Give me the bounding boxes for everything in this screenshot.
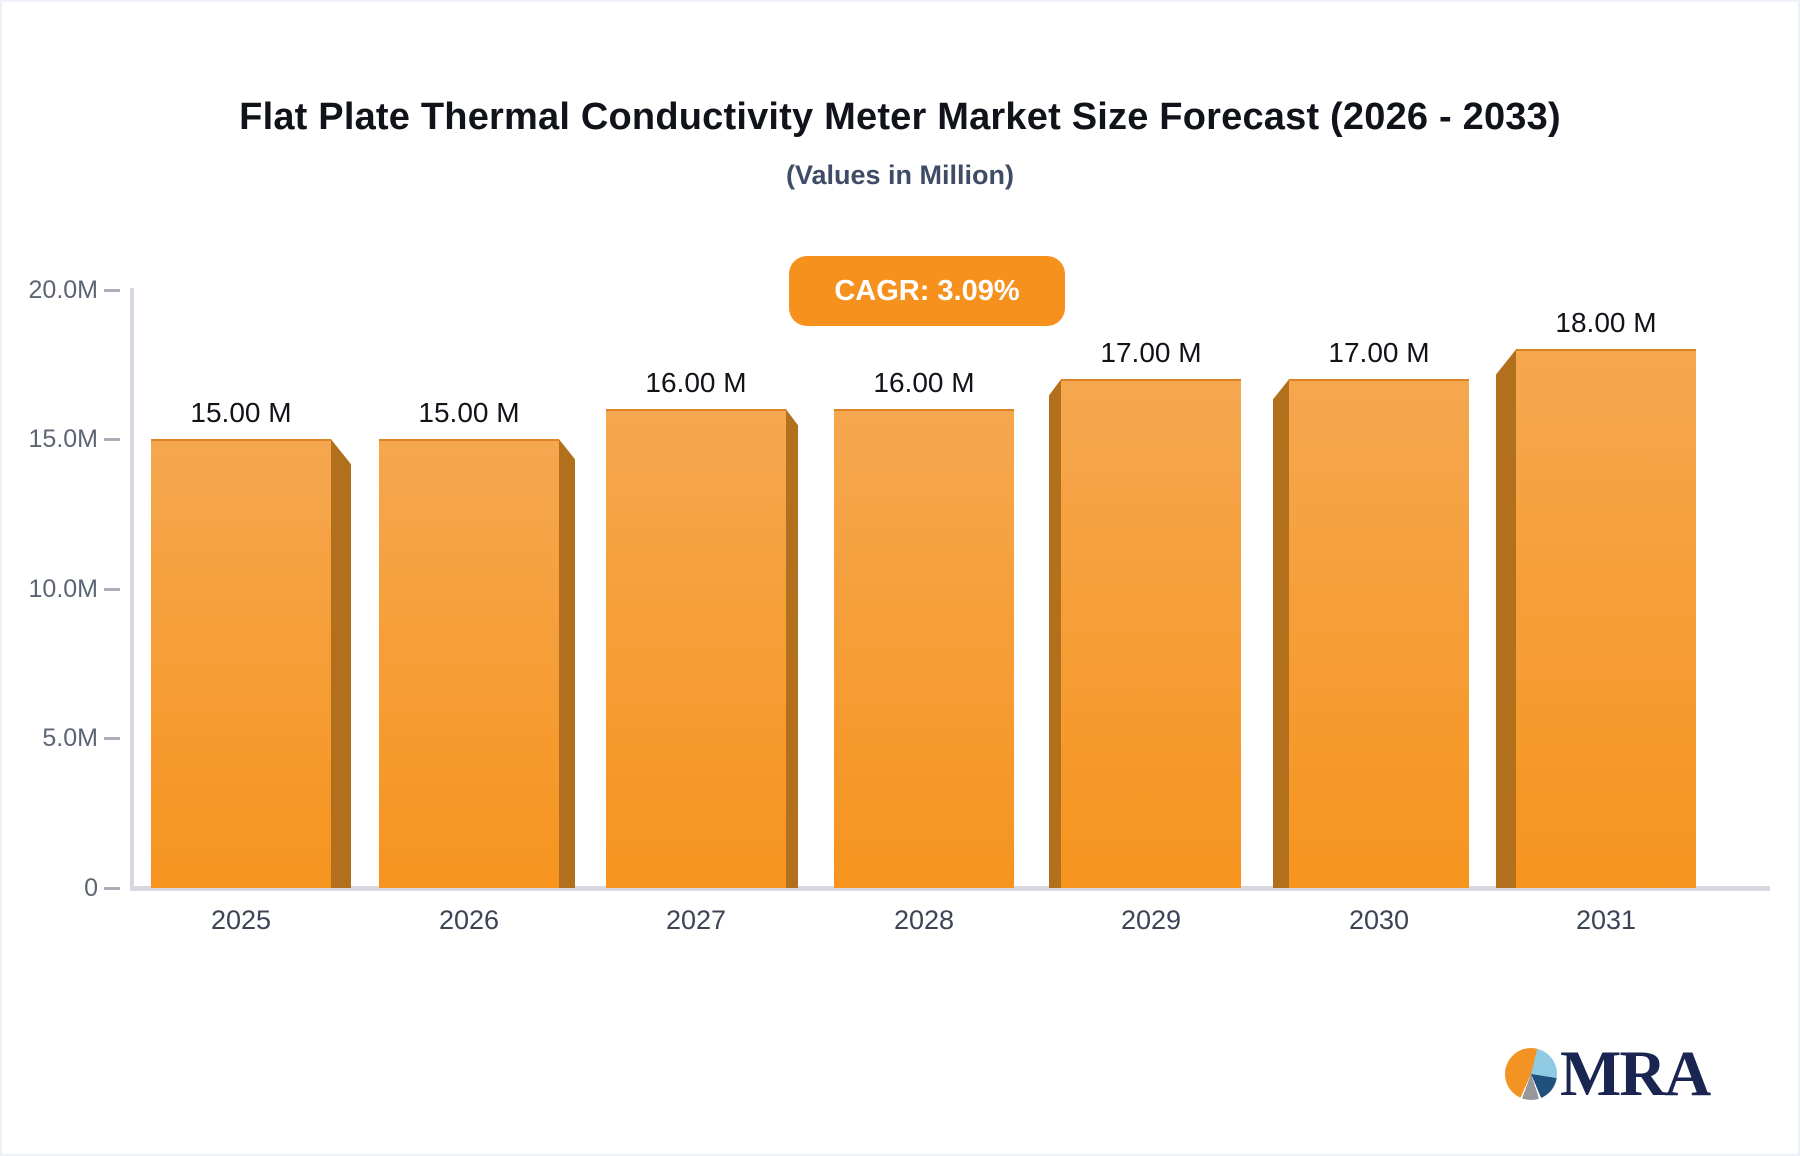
bar-value-label: 16.00 M (645, 367, 747, 399)
x-tick-label: 2030 (1348, 905, 1410, 935)
logo-text: MRA (1560, 1037, 1711, 1110)
cagr-badge: CAGR: 3.09% (789, 256, 1065, 326)
bar-2029 (1061, 379, 1241, 888)
bar-value-label: 18.00 M (1555, 307, 1657, 339)
y-tick-label: 15.0M (28, 425, 98, 454)
bar-value-label: 17.00 M (1100, 337, 1202, 369)
bar-2030 (1289, 379, 1469, 888)
y-axis-tick (104, 288, 120, 292)
bar-side-face (559, 439, 575, 888)
y-axis-tick (104, 438, 120, 442)
bar-side-face (1496, 349, 1516, 888)
x-tick-label: 2025 (210, 905, 272, 935)
bar-2026 (379, 439, 559, 888)
x-tick-label: 2031 (1575, 905, 1637, 935)
bar-side-face (1049, 379, 1061, 888)
y-tick-label: 10.0M (28, 574, 98, 603)
chart-title: Flat Plate Thermal Conductivity Meter Ma… (239, 96, 1561, 138)
chart-subtitle: (Values in Million) (785, 160, 1015, 190)
bar-2025 (151, 439, 331, 888)
logo-pie-icon (1505, 1048, 1557, 1100)
bar-side-face (786, 409, 798, 888)
bar-2027 (606, 409, 786, 888)
y-axis-tick (104, 737, 120, 741)
y-tick-label: 5.0M (42, 724, 98, 753)
bar-2028 (834, 409, 1014, 888)
y-axis-tick (104, 887, 120, 890)
y-tick-label: 0 (84, 874, 98, 902)
x-tick-label: 2028 (893, 905, 955, 935)
y-axis-tick (104, 587, 120, 591)
bar-value-label: 15.00 M (190, 397, 292, 429)
bar-value-label: 17.00 M (1328, 337, 1430, 369)
bar-side-face (1273, 379, 1289, 888)
logo: MRA (1505, 1034, 1711, 1114)
x-tick-label: 2026 (438, 905, 500, 935)
bar-2031 (1516, 349, 1696, 888)
bar-side-face (331, 439, 351, 888)
y-axis-line (130, 288, 134, 891)
bar-value-label: 16.00 M (873, 367, 975, 399)
x-tick-label: 2027 (665, 905, 727, 935)
bar-value-label: 15.00 M (418, 397, 520, 429)
x-tick-label: 2029 (1120, 905, 1182, 935)
y-tick-label: 20.0M (28, 275, 98, 304)
x-axis-baseline (130, 886, 1770, 891)
